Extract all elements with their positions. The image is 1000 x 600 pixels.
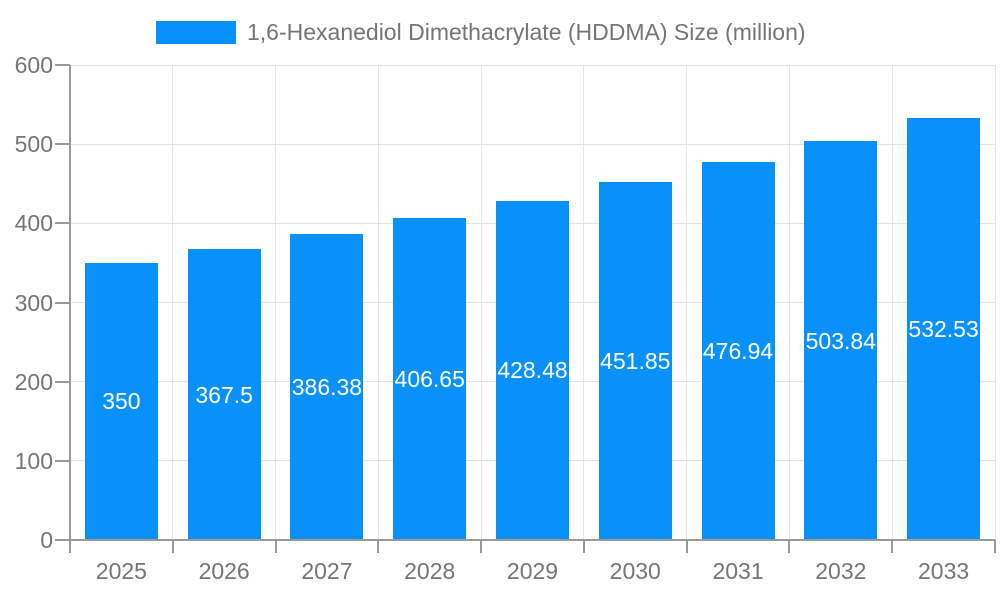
bar[interactable] [393,218,467,540]
v-gridline [891,65,893,540]
x-axis-label: 2027 [301,558,353,584]
v-gridline [994,65,996,540]
x-axis-label: 2026 [198,558,250,584]
y-axis-label: 200 [14,368,53,395]
bar-value-label: 406.65 [394,366,465,393]
bar[interactable] [84,262,158,540]
x-axis-label: 2029 [506,558,559,584]
x-axis-label: 2032 [815,558,867,584]
x-axis-tick [274,540,277,553]
bar[interactable] [907,118,981,540]
bar-value-label: 386.38 [291,374,363,401]
y-axis-label: 600 [14,52,53,78]
h-gridline [70,64,995,66]
bar-value-label: 428.48 [497,357,568,384]
y-axis-tick [55,380,70,383]
v-gridline [686,65,688,540]
y-axis-tick [55,301,70,304]
bar[interactable] [598,182,672,540]
v-gridline [583,65,585,540]
legend-swatch [156,21,236,44]
x-axis-tick [69,540,71,553]
bar[interactable] [290,234,364,540]
bar-value-label: 350 [102,388,141,415]
x-axis-tick [582,540,585,553]
x-axis-tick [171,540,174,553]
v-gridline [377,65,379,540]
x-axis-label: 2030 [609,558,661,584]
bar[interactable] [804,141,878,540]
y-axis-tick [55,222,70,225]
y-axis-label: 300 [14,289,53,316]
h-gridline [70,143,995,145]
legend[interactable]: 1,6-Hexanediol Dimethacrylate (HDDMA) Si… [156,19,806,46]
v-gridline [275,65,277,540]
x-axis-line [70,539,995,541]
y-axis-tick [55,143,70,146]
bar-value-label: 367.5 [195,381,253,408]
v-gridline [788,65,790,540]
bar[interactable] [187,249,261,540]
x-axis-tick [685,540,688,553]
y-axis-tick [55,539,70,541]
x-axis-tick [377,540,380,553]
y-axis-line [69,65,71,553]
y-axis-tick [55,64,70,66]
y-axis-label: 400 [14,210,53,237]
bar[interactable] [496,200,569,540]
y-axis-label: 0 [40,527,53,553]
bar[interactable] [701,162,775,540]
x-axis-tick [788,540,791,553]
legend-label: 1,6-Hexanediol Dimethacrylate (HDDMA) Si… [247,19,806,45]
v-gridline [172,65,174,540]
y-axis-tick [55,459,70,462]
x-axis-tick [994,540,996,553]
bar-value-label: 476.94 [702,338,774,365]
x-axis-label: 2033 [918,558,970,584]
x-axis-tick [891,540,894,553]
x-axis-label: 2031 [712,558,764,584]
v-gridline [480,65,482,540]
x-axis-tick [480,540,483,553]
y-axis-label: 500 [14,131,53,158]
y-axis-label: 100 [14,447,53,474]
bar-value-label: 503.84 [805,327,876,354]
bar-value-label: 451.85 [600,348,671,375]
bar-value-label: 532.53 [908,316,979,343]
x-axis-label: 2028 [404,558,456,584]
x-axis-label: 2025 [95,558,147,584]
